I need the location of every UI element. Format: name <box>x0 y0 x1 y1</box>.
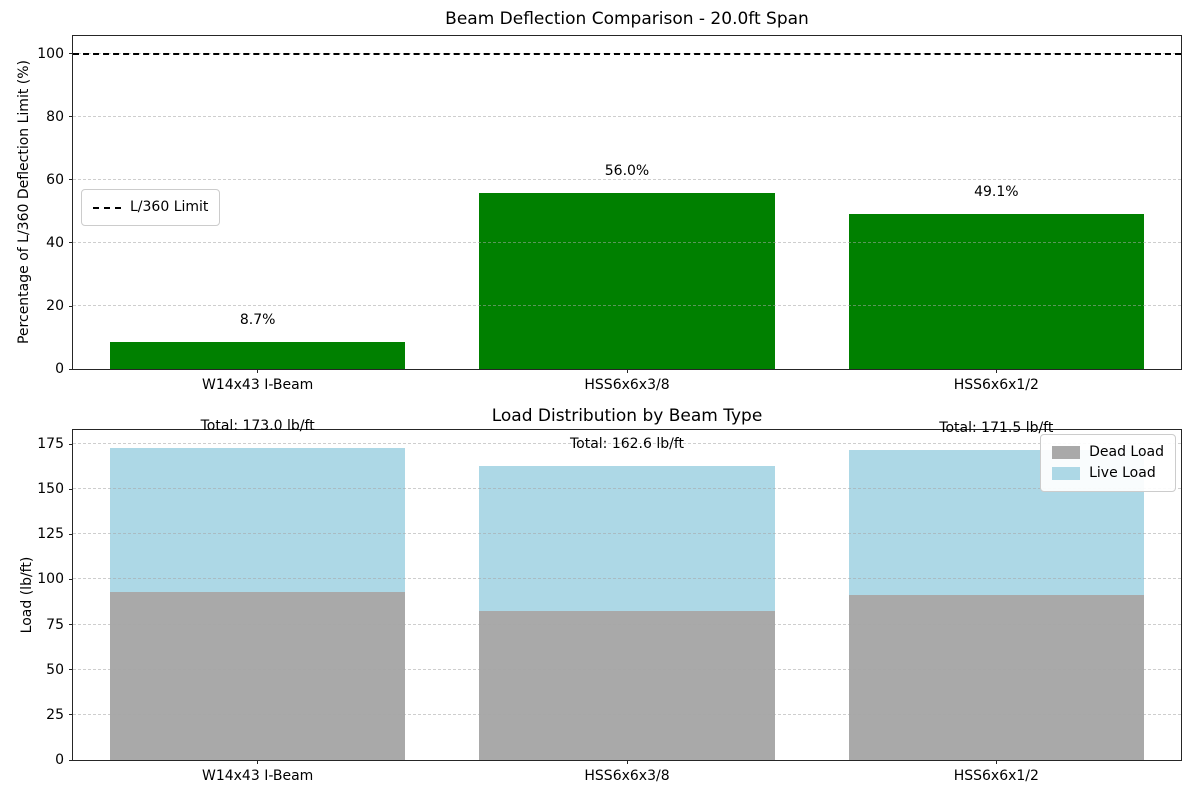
deflection-y-axis-label: Percentage of L/360 Deflection Limit (%) <box>16 59 32 345</box>
deflection-legend: L/360 Limit <box>81 189 221 226</box>
x-tick-mark <box>995 369 997 373</box>
y-tick-mark <box>69 53 73 55</box>
y-tick-label: 75 <box>46 616 64 633</box>
gridline <box>73 305 1181 306</box>
legend-entry: Live Load <box>1052 463 1164 484</box>
load-legend: Dead Load Live Load <box>1040 434 1176 492</box>
stacked-bar-segment <box>479 610 775 760</box>
y-tick-label: 40 <box>46 234 64 251</box>
x-tick-label: W14x43 I-Beam <box>201 768 314 784</box>
y-tick-label: 50 <box>46 661 64 678</box>
stacked-bar-segment <box>848 594 1145 760</box>
y-tick-mark <box>69 116 73 118</box>
y-tick-mark <box>69 443 73 445</box>
total-label: Total: 162.6 lb/ft <box>569 436 685 453</box>
y-tick-mark <box>69 533 73 535</box>
gridline <box>73 241 1181 243</box>
y-tick-mark <box>69 578 73 580</box>
load-chart-axes: Dead Load Live Load 0 25 50 75 100 125 150 175 W… <box>37 418 1182 784</box>
x-tick-mark <box>626 760 628 764</box>
y-tick-label: 60 <box>46 171 64 188</box>
y-tick-mark <box>69 368 73 370</box>
y-tick-mark <box>69 242 73 244</box>
legend-label: L/360 Limit <box>130 199 209 215</box>
y-tick-label: 100 <box>37 571 64 588</box>
dead-load-swatch <box>1052 446 1081 459</box>
bar <box>109 341 406 369</box>
bar-value-label: 56.0% <box>604 162 650 179</box>
total-label: Total: 173.0 lb/ft <box>200 417 315 434</box>
y-tick-mark <box>69 624 73 626</box>
load-y-axis-label: Load (lb/ft) <box>19 556 35 634</box>
y-tick-mark <box>69 669 73 671</box>
x-tick-label: HSS6x6x1/2 <box>953 377 1039 393</box>
x-tick-mark <box>257 760 259 764</box>
y-tick-label: 175 <box>37 436 64 453</box>
y-tick-mark <box>69 488 73 490</box>
stacked-bar-segment <box>109 592 406 760</box>
x-tick-label: HSS6x6x3/8 <box>584 377 670 393</box>
legend-entry: L/360 Limit <box>93 197 208 218</box>
stacked-bar-segment <box>109 447 406 593</box>
gridline <box>73 178 1181 180</box>
y-tick-label: 80 <box>46 108 64 125</box>
x-tick-mark <box>995 760 997 764</box>
y-tick-mark <box>69 305 73 307</box>
y-tick-label: 150 <box>37 481 64 498</box>
legend-label: Live Load <box>1089 465 1156 481</box>
x-tick-label: HSS6x6x1/2 <box>953 768 1039 784</box>
bar-value-label: 49.1% <box>974 184 1019 201</box>
gridline <box>73 533 1181 535</box>
bar <box>848 214 1145 369</box>
live-load-swatch <box>1052 467 1081 480</box>
stacked-bar-segment <box>479 466 775 611</box>
total-label: Total: 171.5 lb/ft <box>939 420 1054 437</box>
bar-value-label: 8.7% <box>239 311 276 328</box>
x-tick-label: W14x43 I-Beam <box>201 377 314 393</box>
y-tick-mark <box>69 179 73 181</box>
gridline <box>73 443 1181 445</box>
x-tick-mark <box>257 369 259 373</box>
bar <box>479 192 775 369</box>
y-tick-mark <box>69 759 73 761</box>
reference-line <box>73 52 1181 55</box>
deflection-chart-title: Beam Deflection Comparison - 20.0ft Span <box>445 9 809 29</box>
load-chart-title: Load Distribution by Beam Type <box>491 406 763 426</box>
y-tick-mark <box>69 714 73 716</box>
deflection-chart-axes: L/360 Limit 0 20 40 60 80 100 W14x43 I-Beam 8.7… <box>37 35 1182 393</box>
y-tick-label: 125 <box>37 526 64 543</box>
gridline <box>73 578 1181 580</box>
gridline <box>73 668 1181 670</box>
legend-entry: Dead Load <box>1052 442 1164 463</box>
gridline <box>73 623 1181 625</box>
gridline <box>73 115 1181 117</box>
y-tick-label: 100 <box>37 45 64 62</box>
y-tick-label: 25 <box>46 706 64 723</box>
y-tick-label: 20 <box>46 298 64 314</box>
y-tick-label: 0 <box>55 361 64 377</box>
gridline <box>73 713 1181 715</box>
x-tick-label: HSS6x6x3/8 <box>584 768 670 784</box>
legend-label: Dead Load <box>1089 444 1164 460</box>
dashed-line-swatch <box>93 206 121 209</box>
y-tick-label: 0 <box>55 752 64 768</box>
x-tick-mark <box>626 369 628 373</box>
gridline <box>73 488 1181 490</box>
